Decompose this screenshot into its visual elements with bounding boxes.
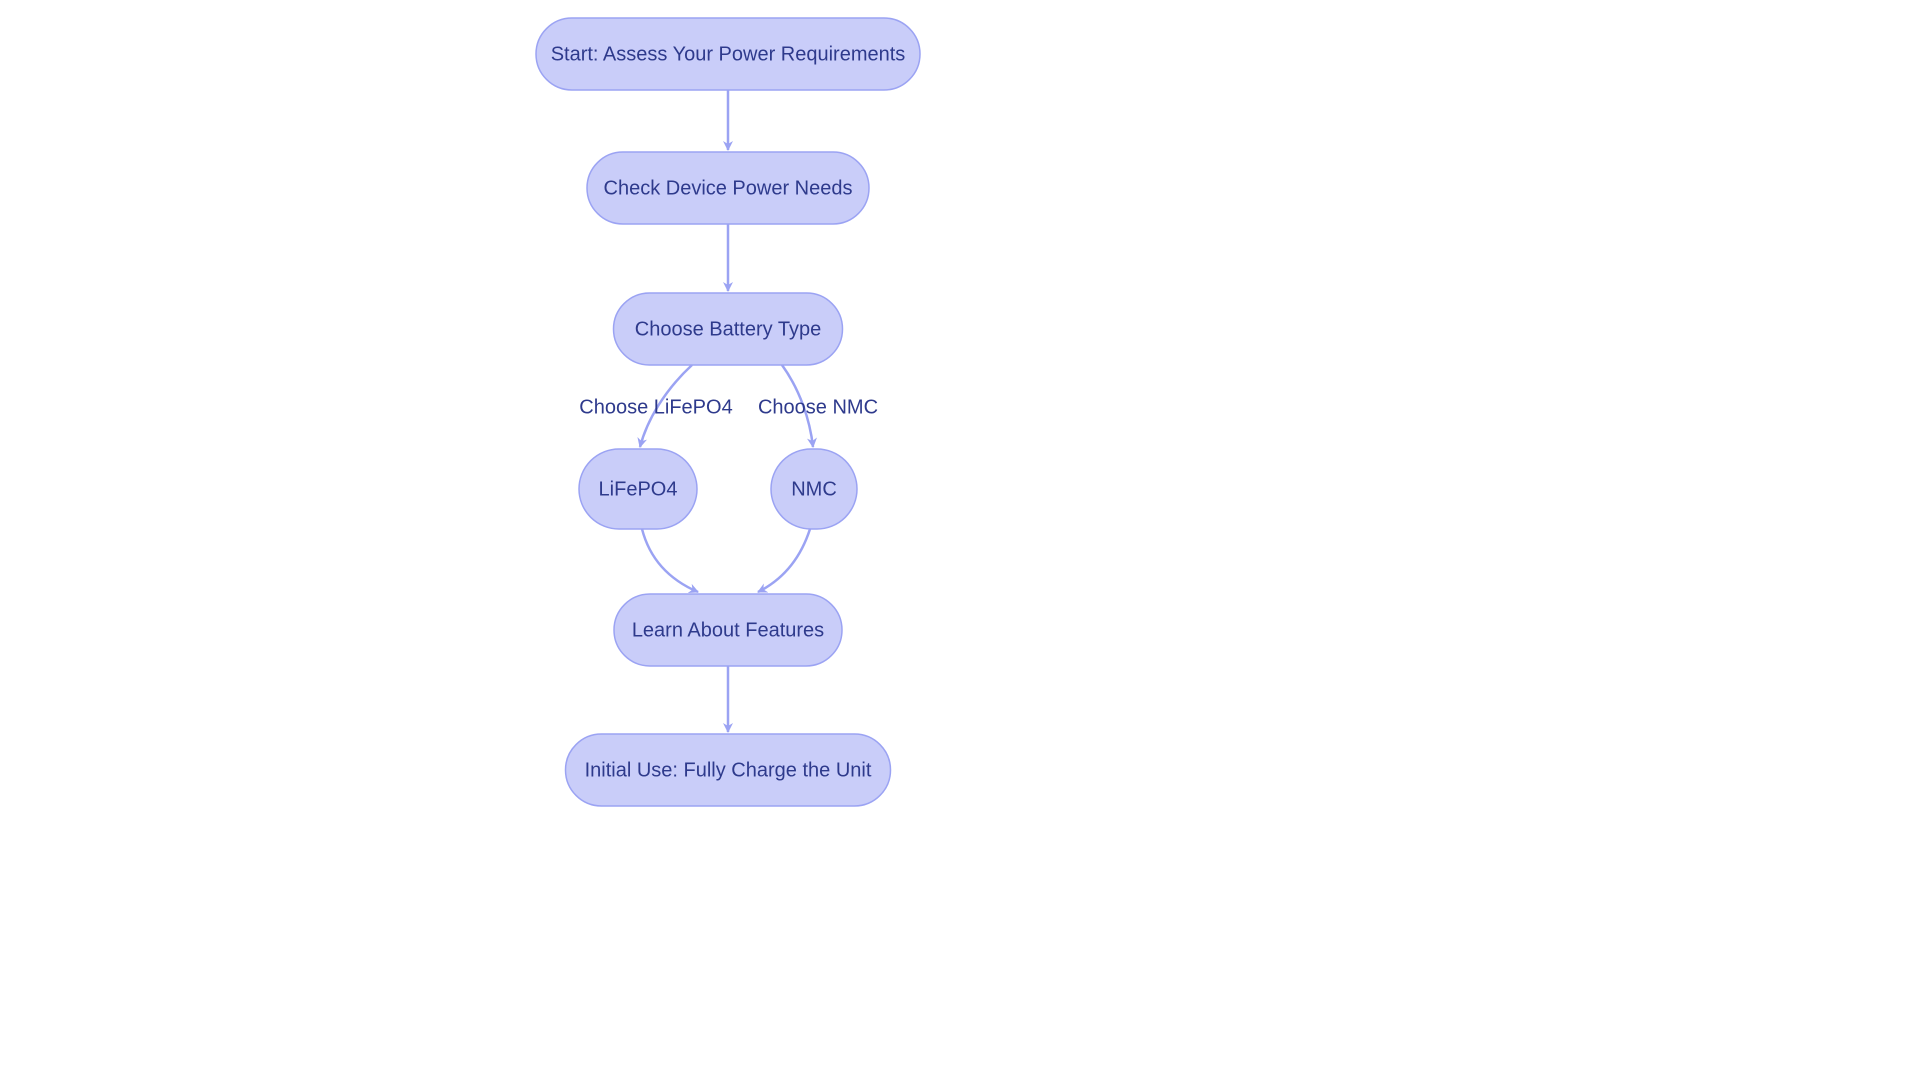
node-choose: Choose Battery Type xyxy=(614,293,843,365)
edge-label-nmc: Choose NMC xyxy=(758,396,878,418)
node-check-label: Check Device Power Needs xyxy=(604,177,853,199)
edge-label-lifepo4: Choose LiFePO4 xyxy=(579,396,732,418)
node-learn: Learn About Features xyxy=(614,594,842,666)
node-choose-label: Choose Battery Type xyxy=(635,318,821,340)
node-check: Check Device Power Needs xyxy=(587,152,869,224)
node-lifepo4-label: LiFePO4 xyxy=(599,478,678,500)
node-start: Start: Assess Your Power Requirements xyxy=(536,18,920,90)
node-nmc: NMC xyxy=(771,449,857,529)
node-lifepo4: LiFePO4 xyxy=(579,449,697,529)
node-nmc-label: NMC xyxy=(791,478,837,500)
edge-lifepo4-learn xyxy=(642,529,698,592)
node-initial: Initial Use: Fully Charge the Unit xyxy=(566,734,891,806)
edge-nmc-learn xyxy=(758,529,810,592)
node-start-label: Start: Assess Your Power Requirements xyxy=(551,43,906,65)
node-learn-label: Learn About Features xyxy=(632,619,824,641)
node-initial-label: Initial Use: Fully Charge the Unit xyxy=(585,759,872,781)
